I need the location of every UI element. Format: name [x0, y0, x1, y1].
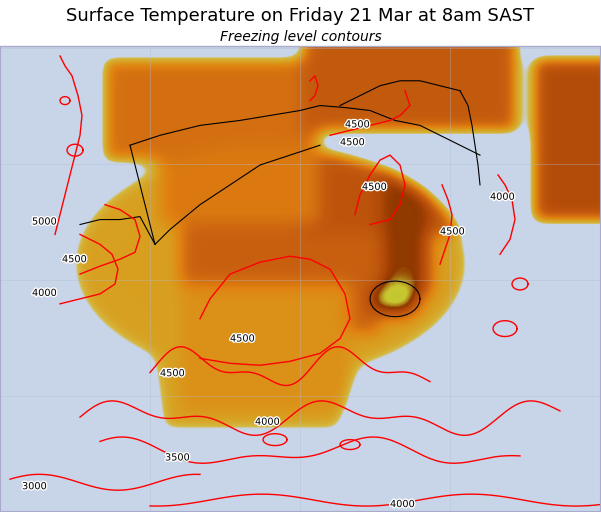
Text: 4000: 4000	[390, 499, 415, 509]
Text: 4500: 4500	[62, 254, 87, 264]
Text: Freezing level contours: Freezing level contours	[219, 30, 382, 44]
Text: 4500: 4500	[230, 333, 255, 344]
Text: 4500: 4500	[345, 119, 370, 130]
Text: 4500: 4500	[440, 226, 465, 237]
Text: 4000: 4000	[255, 417, 279, 427]
Text: 3500: 3500	[165, 453, 190, 462]
Text: 4500: 4500	[340, 137, 365, 147]
Text: 4000: 4000	[490, 191, 514, 202]
Text: 4500: 4500	[160, 368, 185, 378]
Text: 4500: 4500	[362, 182, 386, 192]
Text: 3000: 3000	[22, 481, 46, 491]
Text: 5000: 5000	[32, 217, 56, 226]
Text: Surface Temperature on Friday 21 Mar at 8am SAST: Surface Temperature on Friday 21 Mar at …	[67, 7, 534, 25]
Text: 4000: 4000	[32, 288, 56, 298]
